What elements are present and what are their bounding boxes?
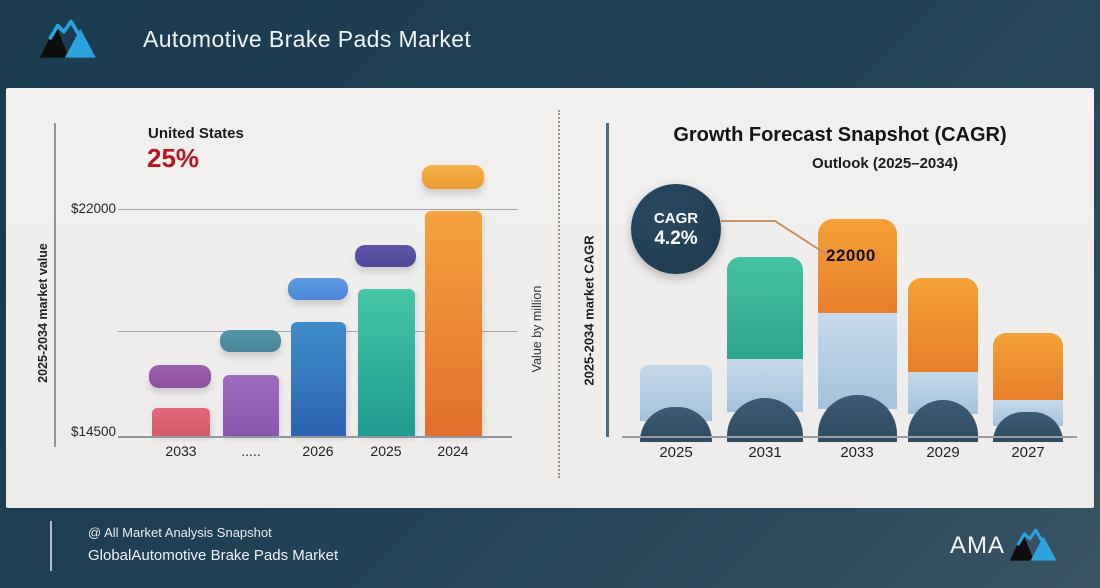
segment-top	[908, 278, 978, 372]
bar-2025	[358, 289, 415, 437]
segment-top	[993, 333, 1063, 400]
cagr-badge-value: 4.2%	[654, 227, 698, 249]
x-label-2026: 2026	[302, 443, 334, 459]
bar-2026	[291, 322, 346, 437]
segment-top	[818, 219, 897, 313]
x-label-2033: 2033	[165, 443, 197, 459]
bar-2024	[425, 211, 482, 437]
y-tick-22000: $22000	[70, 201, 116, 216]
panel-divider	[558, 110, 560, 478]
footer: @ All Market Analysis Snapshot GlobalAut…	[0, 508, 1100, 588]
header: Automotive Brake Pads Market	[0, 0, 1100, 88]
right-chart-title: Growth Forecast Snapshot (CAGR)	[673, 124, 1007, 146]
footer-divider	[50, 521, 52, 571]
ama-logo-footer-icon	[1009, 528, 1057, 561]
region-label: United States	[148, 125, 244, 142]
page-title: Automotive Brake Pads Market	[143, 26, 472, 52]
footer-market-line: GlobalAutomotive Brake Pads Market	[88, 547, 339, 564]
highlight-percentage: 25%	[147, 143, 200, 173]
segment-mid	[818, 313, 897, 409]
x-label-r-2029: 2029	[926, 444, 960, 461]
x-label-r-2033: 2033	[840, 444, 874, 461]
bar-cap-2026	[288, 278, 348, 300]
x-label-r-2025: 2025	[659, 444, 693, 461]
right-y-axis	[606, 123, 609, 437]
right-x-axis	[622, 436, 1077, 438]
segment-top	[727, 257, 803, 359]
right-chart-subtitle: Outlook (2025–2034)	[812, 155, 958, 172]
value-by-million-label: Value by million	[530, 285, 544, 373]
ama-logo-icon	[40, 19, 96, 58]
y-tick-14500: $14500	[70, 424, 116, 439]
gridline-22000	[118, 209, 518, 210]
content-area: 2025-2034 market value United States 25%…	[6, 88, 1094, 508]
left-x-axis	[118, 436, 512, 438]
bar-cap-2024	[422, 165, 484, 189]
left-y-axis	[54, 123, 56, 447]
right-y-axis-label: 2025-2034 market CAGR	[581, 235, 597, 386]
data-label-22000: 22000	[826, 246, 876, 265]
bar-2033	[152, 408, 210, 437]
x-label-r-2027: 2027	[1011, 444, 1045, 461]
left-y-axis-label: 2025-2034 market value	[36, 243, 50, 383]
x-label-2024: 2024	[437, 443, 469, 459]
x-label-dots: .....	[241, 443, 261, 459]
cagr-badge: CAGR 4.2%	[631, 184, 721, 274]
footer-credit-line: @ All Market Analysis Snapshot	[88, 525, 272, 540]
bar-dots	[223, 375, 279, 437]
footer-brand-text: AMA	[950, 532, 1006, 559]
bar-cap-2025	[355, 245, 416, 267]
bar-cap-dots	[220, 330, 281, 352]
x-label-r-2031: 2031	[748, 444, 782, 461]
bar-cap-2033	[149, 365, 211, 388]
x-label-2025: 2025	[370, 443, 402, 459]
cagr-badge-label: CAGR	[653, 209, 699, 227]
